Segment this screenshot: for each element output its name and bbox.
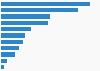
Bar	[1, 27, 31, 31]
Bar	[1, 40, 23, 44]
Bar	[1, 8, 78, 12]
Bar	[1, 21, 48, 25]
Bar	[1, 52, 15, 57]
Bar	[1, 14, 50, 19]
Bar	[1, 33, 25, 38]
Bar	[1, 65, 4, 69]
Bar	[1, 2, 90, 6]
Bar	[1, 46, 19, 50]
Bar	[1, 59, 7, 63]
